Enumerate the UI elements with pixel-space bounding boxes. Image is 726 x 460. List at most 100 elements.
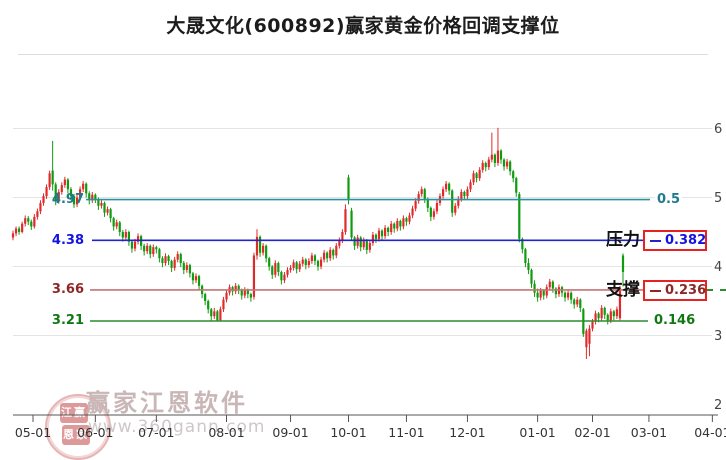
candle xyxy=(475,171,478,183)
candle xyxy=(548,278,551,290)
candle xyxy=(530,268,533,288)
candle xyxy=(243,287,246,299)
candle xyxy=(335,243,338,259)
candle xyxy=(191,272,195,285)
pressure-tag: 压力 xyxy=(606,230,640,250)
candle xyxy=(487,156,490,170)
candle xyxy=(118,220,121,237)
level-lines xyxy=(86,198,650,322)
candle xyxy=(551,280,554,293)
ratio-label-0.236: 0.236 xyxy=(665,283,707,298)
candle xyxy=(408,212,411,225)
candle xyxy=(441,186,445,199)
pressure-dash-icon xyxy=(650,239,661,242)
candle xyxy=(570,291,573,304)
candle xyxy=(88,191,91,205)
candle xyxy=(36,208,39,220)
candle xyxy=(51,140,54,191)
candle xyxy=(286,267,289,278)
candle xyxy=(60,182,63,195)
x-tick-label: 10-01 xyxy=(330,425,366,440)
candle xyxy=(411,205,414,219)
candle xyxy=(69,187,73,201)
candle xyxy=(27,216,30,226)
candle xyxy=(201,284,204,299)
candle xyxy=(579,298,582,313)
candle xyxy=(606,313,609,325)
candle xyxy=(72,194,76,208)
candle xyxy=(481,160,484,173)
title-separator xyxy=(18,54,708,55)
candle xyxy=(313,254,317,266)
candle xyxy=(356,234,359,249)
candle xyxy=(75,194,79,208)
candle xyxy=(149,244,152,259)
candle xyxy=(91,191,94,204)
candle xyxy=(502,158,506,171)
x-tick-label: 09-01 xyxy=(272,425,308,440)
candle xyxy=(527,258,530,275)
seal-block-bottom: 恩家 xyxy=(62,425,90,445)
candle xyxy=(377,227,381,242)
candle xyxy=(249,292,252,302)
candle xyxy=(332,248,335,260)
candle xyxy=(490,132,493,163)
candle xyxy=(618,285,622,321)
candle xyxy=(179,252,182,268)
candle xyxy=(152,244,155,257)
candle xyxy=(225,289,228,303)
candle xyxy=(18,226,21,235)
candle xyxy=(429,206,432,221)
ratio-label-0.146: 0.146 xyxy=(652,312,698,330)
candle xyxy=(435,200,439,215)
support-tag: 支撑 xyxy=(606,280,640,300)
x-tick-label: 01-01 xyxy=(519,425,555,440)
candle xyxy=(82,180,85,192)
candle xyxy=(350,207,353,240)
y-tick-label: 6 xyxy=(714,122,722,137)
level-price-4.38: 4.38 xyxy=(51,233,84,248)
candle xyxy=(393,222,396,233)
candle xyxy=(594,310,597,325)
watermark-brand-text: 赢家江恩软件 xyxy=(86,389,248,417)
candle xyxy=(310,252,313,264)
candle xyxy=(79,186,82,201)
candle xyxy=(280,270,283,285)
pressure-ratio-box: 0.382 xyxy=(643,230,707,251)
candle xyxy=(277,261,280,277)
watermark-seal-logo: 江赢 恩家 xyxy=(45,394,111,460)
candle xyxy=(255,229,259,260)
candle xyxy=(380,229,384,241)
candle xyxy=(106,206,109,216)
candle xyxy=(536,288,539,302)
candle xyxy=(155,245,158,254)
candle xyxy=(567,289,570,301)
ratio-label-0.382: 0.382 xyxy=(665,233,707,248)
candle xyxy=(316,259,320,271)
level-price-3.21: 3.21 xyxy=(51,313,84,328)
candle xyxy=(399,219,402,231)
candle xyxy=(362,237,365,250)
x-tick-label: 02-01 xyxy=(574,425,610,440)
candle xyxy=(417,191,420,204)
candle xyxy=(463,190,466,201)
candle xyxy=(506,158,509,170)
candle xyxy=(213,307,216,319)
ratio-label-0.5: 0.5 xyxy=(655,191,683,209)
candle xyxy=(384,225,387,239)
candle xyxy=(603,306,606,319)
candle xyxy=(390,220,393,235)
y-tick-label: 3 xyxy=(714,329,722,344)
candle xyxy=(283,272,286,284)
candle xyxy=(588,325,591,357)
candle xyxy=(176,251,179,263)
candle xyxy=(298,260,301,273)
y-axis-labels: 6 5 4 3 2 xyxy=(714,122,722,413)
candle xyxy=(545,284,548,299)
x-tick-label: 08-01 xyxy=(208,425,244,440)
candle xyxy=(359,236,362,252)
x-tick-label: 04-01 xyxy=(694,425,726,440)
candle xyxy=(414,198,417,212)
candle xyxy=(124,229,127,241)
candle xyxy=(338,237,341,249)
